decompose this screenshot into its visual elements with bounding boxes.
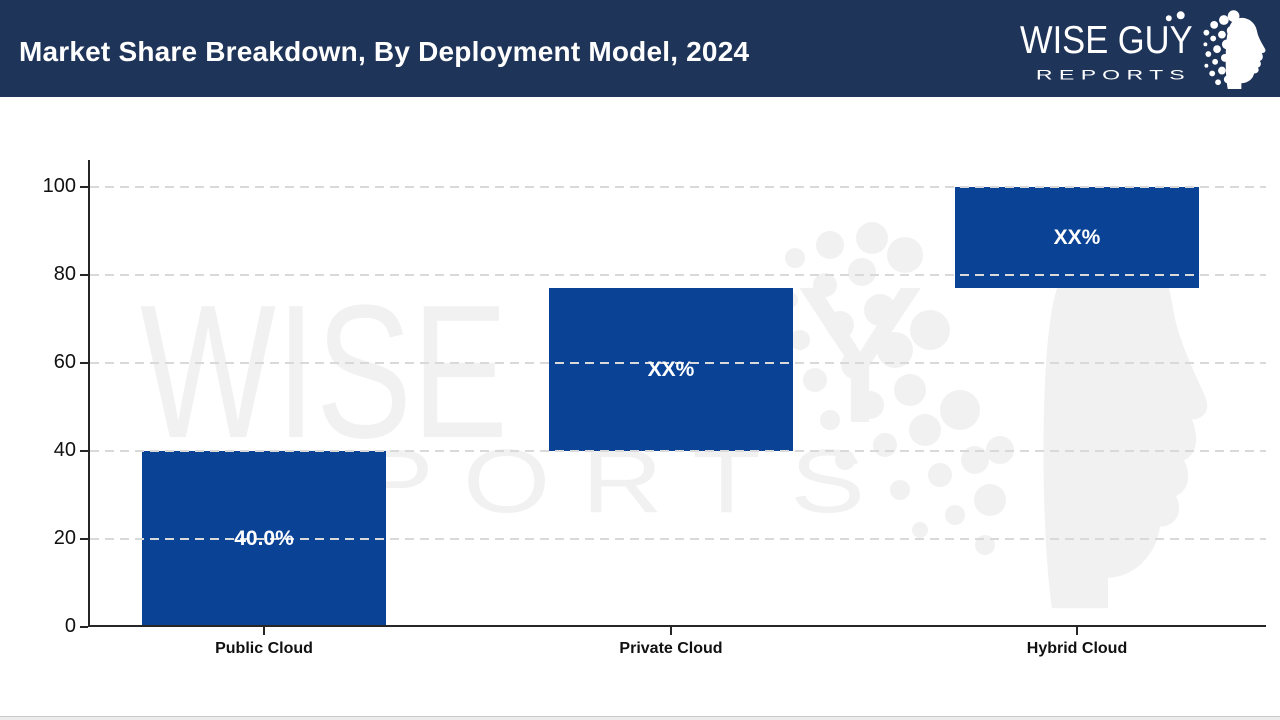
y-axis-line [88, 160, 90, 627]
y-tick-label: 0 [64, 615, 76, 637]
bar-value-label: XX% [647, 357, 695, 381]
bar-private-cloud [549, 288, 793, 451]
y-tick-mark [80, 626, 88, 628]
x-tick-label-3: Hybrid Cloud [1026, 640, 1128, 657]
y-tick-mark [80, 362, 88, 364]
gridline-y-80 [90, 274, 1266, 276]
y-tick-label: 80 [53, 263, 76, 285]
x-axis-line [88, 625, 1266, 627]
y-tick-mark [80, 538, 88, 540]
logo-y-dot [1165, 15, 1172, 22]
wiseguy-logo: WISE GUY R E P O R T S [1020, 10, 1266, 90]
gridline-y-40 [90, 450, 1266, 452]
logo-brand-text: WISE GUY [1020, 19, 1193, 62]
x-tick-mark [1076, 627, 1078, 635]
bar-value-label: XX% [1053, 225, 1101, 249]
logo-y-dot [1176, 11, 1185, 20]
x-tick-mark [670, 627, 672, 635]
x-tick-label-1: Public Cloud [215, 640, 313, 657]
y-tick-mark [80, 186, 88, 188]
watermark-head-icon [782, 222, 1208, 609]
y-tick-mark [80, 274, 88, 276]
gridline-y-60 [90, 362, 1266, 364]
chart-title: Market Share Breakdown, By Deployment Mo… [19, 36, 750, 67]
gridline-y-20 [90, 538, 1266, 540]
logo-head-icon [1203, 10, 1266, 90]
bar-value-label: 40.0% [234, 527, 294, 550]
x-tick-mark [263, 627, 265, 635]
gridline-y-100 [90, 186, 1266, 188]
bar-hybrid-cloud [955, 187, 1199, 289]
footer-divider [0, 716, 1280, 720]
y-tick-label: 100 [42, 175, 76, 197]
logo-sub-text: R E P O R T S [1036, 67, 1185, 83]
y-tick-mark [80, 450, 88, 452]
y-tick-label: 40 [53, 439, 76, 461]
y-tick-label: 20 [53, 527, 76, 549]
x-tick-label-2: Private Cloud [619, 640, 723, 657]
y-tick-label: 60 [53, 351, 76, 373]
header-band: Market Share Breakdown, By Deployment Mo… [0, 0, 1280, 97]
